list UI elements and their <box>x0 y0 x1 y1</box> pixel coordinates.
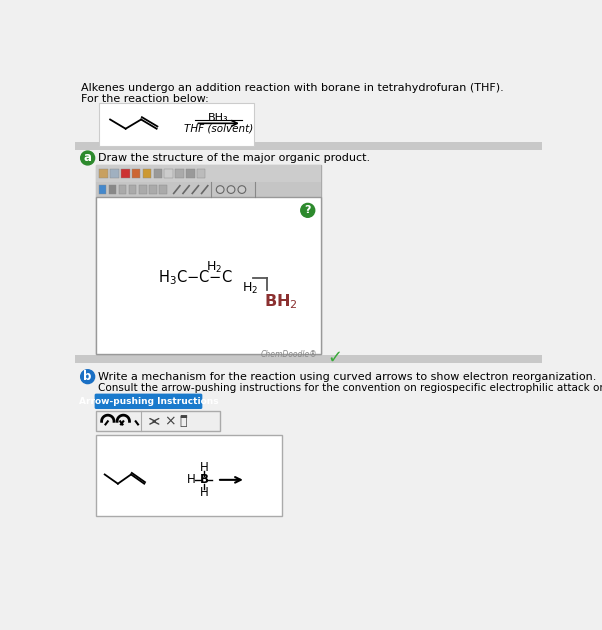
Text: H$_2$: H$_2$ <box>206 260 222 275</box>
FancyBboxPatch shape <box>95 394 202 409</box>
Text: ?: ? <box>305 205 311 215</box>
Text: ⬜: ⬜ <box>179 415 187 428</box>
Bar <box>75 142 542 149</box>
Bar <box>132 169 140 178</box>
Bar <box>96 435 282 516</box>
Text: BH$_2$: BH$_2$ <box>264 292 297 311</box>
Text: b: b <box>84 370 92 383</box>
Text: Arrow-pushing Instructions: Arrow-pushing Instructions <box>79 397 219 406</box>
Bar <box>96 411 220 432</box>
Text: Draw the structure of the major organic product.: Draw the structure of the major organic … <box>99 153 371 163</box>
Circle shape <box>81 370 95 384</box>
Bar <box>121 169 129 178</box>
Bar <box>175 169 184 178</box>
Text: B: B <box>199 473 208 486</box>
Text: BH₃: BH₃ <box>208 113 229 123</box>
Bar <box>96 165 321 182</box>
Bar <box>119 185 126 194</box>
Text: ChemDoodle®: ChemDoodle® <box>260 350 317 358</box>
Text: For the reaction below:: For the reaction below: <box>81 94 209 104</box>
Text: ▬: ▬ <box>179 412 187 421</box>
Bar <box>186 169 194 178</box>
Bar <box>143 169 151 178</box>
Bar <box>108 185 116 194</box>
Text: ×: × <box>164 415 176 428</box>
Bar <box>197 169 205 178</box>
Text: a: a <box>84 151 92 164</box>
Bar <box>149 185 157 194</box>
Text: H: H <box>199 461 208 474</box>
Bar <box>110 169 119 178</box>
Bar <box>129 185 137 194</box>
Circle shape <box>216 186 224 193</box>
Bar <box>159 185 167 194</box>
Circle shape <box>238 186 246 193</box>
Circle shape <box>81 151 95 165</box>
Bar <box>75 355 542 363</box>
Circle shape <box>227 186 235 193</box>
Text: ✓: ✓ <box>327 349 343 367</box>
Text: H$_2$: H$_2$ <box>242 282 258 297</box>
Bar <box>139 185 146 194</box>
Bar <box>164 169 173 178</box>
Text: Write a mechanism for the reaction using curved arrows to show electron reorgani: Write a mechanism for the reaction using… <box>99 372 597 382</box>
Bar <box>99 169 108 178</box>
Text: Alkenes undergo an addition reaction with borane in tetrahydrofuran (THF).: Alkenes undergo an addition reaction wit… <box>81 83 504 93</box>
Bar <box>96 182 321 197</box>
Bar <box>154 169 162 178</box>
Text: THF (solvent): THF (solvent) <box>184 123 253 134</box>
Bar <box>99 103 253 146</box>
Bar <box>99 185 106 194</box>
Text: H$_3$C$-$C$-$C: H$_3$C$-$C$-$C <box>158 269 233 287</box>
Text: Consult the arrow-pushing instructions for the convention on regiospecific elect: Consult the arrow-pushing instructions f… <box>99 383 602 393</box>
Circle shape <box>301 203 315 217</box>
Bar <box>96 165 321 353</box>
Bar <box>96 197 321 353</box>
Text: H: H <box>187 473 196 486</box>
Text: H: H <box>199 486 208 499</box>
